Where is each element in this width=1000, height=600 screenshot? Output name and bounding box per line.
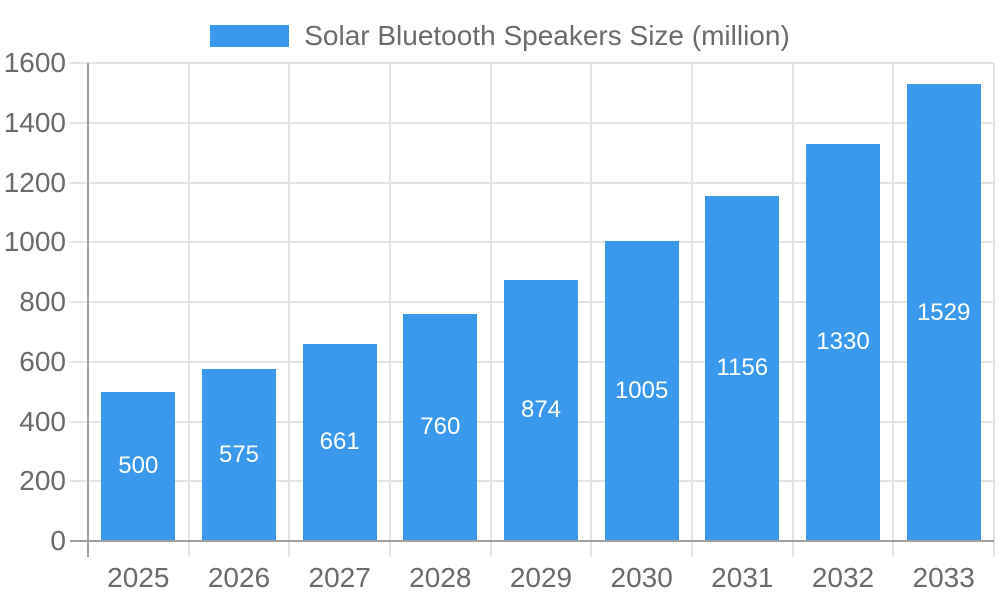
y-axis-tick-label: 1600 xyxy=(3,47,66,78)
bar-value-label: 661 xyxy=(319,428,360,456)
y-gridline xyxy=(70,181,994,184)
x-gridline xyxy=(892,63,895,557)
y-axis-tick-label: 1000 xyxy=(3,226,66,258)
bar-2033[interactable]: 1529 xyxy=(906,84,981,541)
x-gridline xyxy=(389,63,391,557)
bar-value-label: 575 xyxy=(218,441,260,469)
y-axis-tick-label: 400 xyxy=(19,405,66,437)
x-gridline xyxy=(489,63,492,557)
x-gridline xyxy=(187,63,190,557)
x-gridline xyxy=(288,63,291,557)
y-gridline xyxy=(70,121,994,124)
y-gridline xyxy=(70,241,994,244)
x-gridline xyxy=(691,63,693,557)
x-axis-tick-label: 2026 xyxy=(207,562,271,593)
bar-2028[interactable]: 760 xyxy=(403,313,478,541)
y-axis-tick-label: 0 xyxy=(50,525,66,556)
x-axis-line xyxy=(70,540,994,542)
bar-2029[interactable]: 874 xyxy=(504,279,578,541)
x-axis-tick-label: 2029 xyxy=(509,562,573,593)
bar-value-label: 1529 xyxy=(916,298,971,326)
bar-value-label: 1330 xyxy=(816,328,870,356)
bar-value-label: 1156 xyxy=(716,354,769,382)
x-axis-tick-label: 2031 xyxy=(711,562,774,593)
y-axis-tick-label: 1200 xyxy=(3,166,66,198)
y-axis-line xyxy=(87,63,89,557)
bar-2025[interactable]: 500 xyxy=(101,391,176,541)
y-axis-tick-label: 600 xyxy=(19,345,66,377)
x-axis-tick-label: 2033 xyxy=(912,562,975,593)
x-axis-tick-label: 2030 xyxy=(610,562,673,593)
bar-value-label: 760 xyxy=(420,413,461,441)
x-axis-tick-label: 2032 xyxy=(811,562,875,593)
x-gridline xyxy=(590,63,593,557)
y-axis-tick-label: 200 xyxy=(19,465,66,497)
bar-2030[interactable]: 1005 xyxy=(604,240,679,541)
bar-2026[interactable]: 575 xyxy=(202,369,276,541)
y-axis-tick-label: 1400 xyxy=(3,106,66,138)
bar-value-label: 500 xyxy=(118,452,159,480)
x-axis-tick-label: 2027 xyxy=(308,562,371,593)
y-gridline xyxy=(70,62,994,64)
x-gridline xyxy=(791,63,794,557)
legend-item[interactable]: Solar Bluetooth Speakers Size (million) xyxy=(210,22,790,50)
bar-2031[interactable]: 1156 xyxy=(705,195,780,541)
y-axis-tick-label: 800 xyxy=(19,286,66,317)
bar-2027[interactable]: 661 xyxy=(302,343,377,541)
legend: Solar Bluetooth Speakers Size (million) xyxy=(0,22,1000,50)
x-gridline xyxy=(993,63,995,557)
x-axis-tick-label: 2028 xyxy=(409,562,472,593)
x-axis-tick-label: 2025 xyxy=(107,562,170,593)
legend-label: Solar Bluetooth Speakers Size (million) xyxy=(304,20,790,51)
legend-swatch-icon xyxy=(210,25,290,47)
bar-2032[interactable]: 1330 xyxy=(806,143,880,541)
bar-value-label: 1005 xyxy=(614,376,669,404)
bar-value-label: 874 xyxy=(520,396,562,424)
